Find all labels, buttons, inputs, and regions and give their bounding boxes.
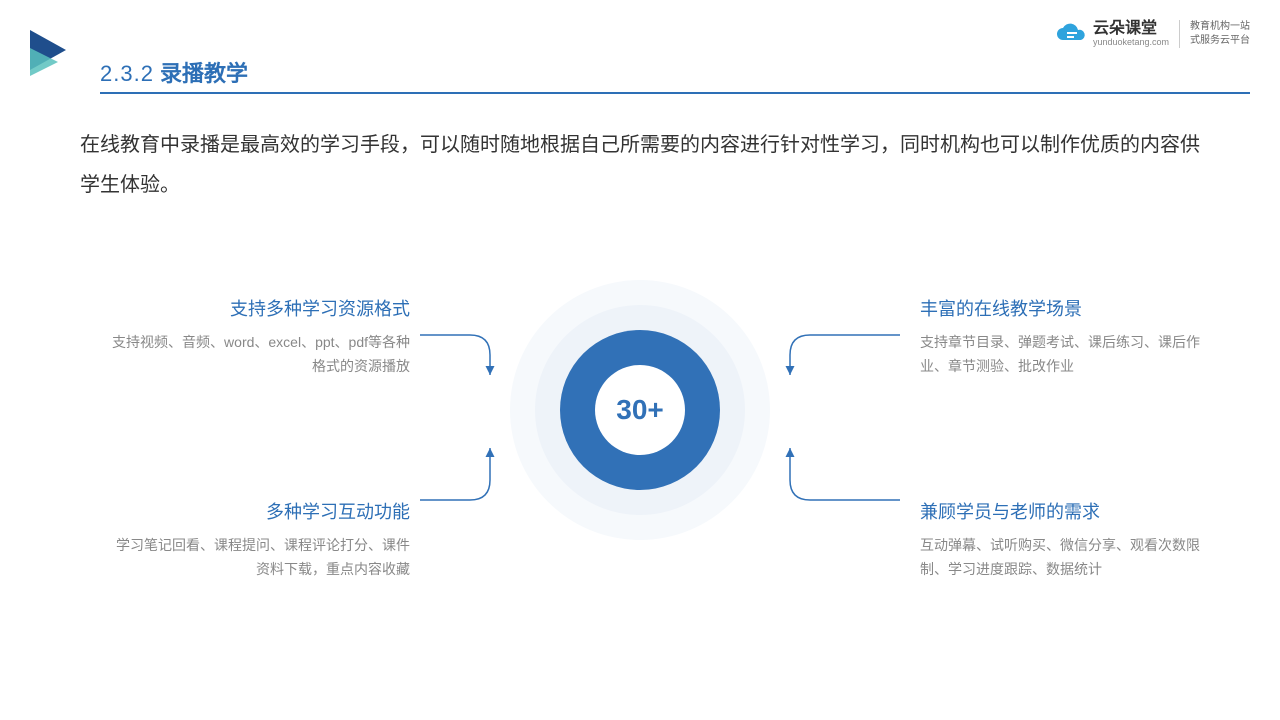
feature-desc: 支持章节目录、弹题考试、课后练习、课后作业、章节测验、批改作业	[920, 331, 1220, 379]
feature-desc: 互动弹幕、试听购买、微信分享、观看次数限制、学习进度跟踪、数据统计	[920, 534, 1220, 582]
feature-title: 兼顾学员与老师的需求	[920, 498, 1220, 524]
section-title: 2.3.2 录播教学	[100, 56, 248, 88]
feature-bottom-right: 兼顾学员与老师的需求 互动弹幕、试听购买、微信分享、观看次数限制、学习进度跟踪、…	[920, 498, 1220, 582]
brand-logo: 云朵课堂 yunduoketang.com 教育机构一站 式服务云平台	[1053, 20, 1250, 48]
feature-title: 支持多种学习资源格式	[110, 295, 410, 321]
feature-top-right: 丰富的在线教学场景 支持章节目录、弹题考试、课后练习、课后作业、章节测验、批改作…	[920, 295, 1220, 379]
brand-tagline: 教育机构一站 式服务云平台	[1179, 20, 1250, 48]
intro-paragraph: 在线教育中录播是最高效的学习手段，可以随时随地根据自己所需要的内容进行针对性学习…	[80, 125, 1200, 205]
feature-title: 多种学习互动功能	[110, 498, 410, 524]
center-value: 30+	[616, 394, 664, 426]
feature-top-left: 支持多种学习资源格式 支持视频、音频、word、excel、ppt、pdf等各种…	[110, 295, 410, 379]
ring: 30+	[560, 330, 720, 490]
feature-desc: 支持视频、音频、word、excel、ppt、pdf等各种格式的资源播放	[110, 331, 410, 379]
feature-title: 丰富的在线教学场景	[920, 295, 1220, 321]
slide-header: 2.3.2 录播教学 云朵课堂 yunduoketang.com 教育机构一站 …	[0, 0, 1280, 96]
brand-url: yunduoketang.com	[1093, 38, 1169, 48]
ring-inner: 30+	[595, 365, 685, 455]
play-icon	[30, 30, 80, 80]
cloud-icon	[1053, 22, 1089, 46]
brand-name: 云朵课堂	[1093, 20, 1169, 38]
feature-desc: 学习笔记回看、课程提问、课程评论打分、课件资料下载，重点内容收藏	[110, 534, 410, 582]
center-graphic: 30+	[560, 330, 720, 490]
section-title-text: 录播教学	[160, 56, 248, 88]
title-underline	[100, 92, 1250, 94]
feature-bottom-left: 多种学习互动功能 学习笔记回看、课程提问、课程评论打分、课件资料下载，重点内容收…	[110, 498, 410, 582]
section-number: 2.3.2	[100, 61, 154, 87]
